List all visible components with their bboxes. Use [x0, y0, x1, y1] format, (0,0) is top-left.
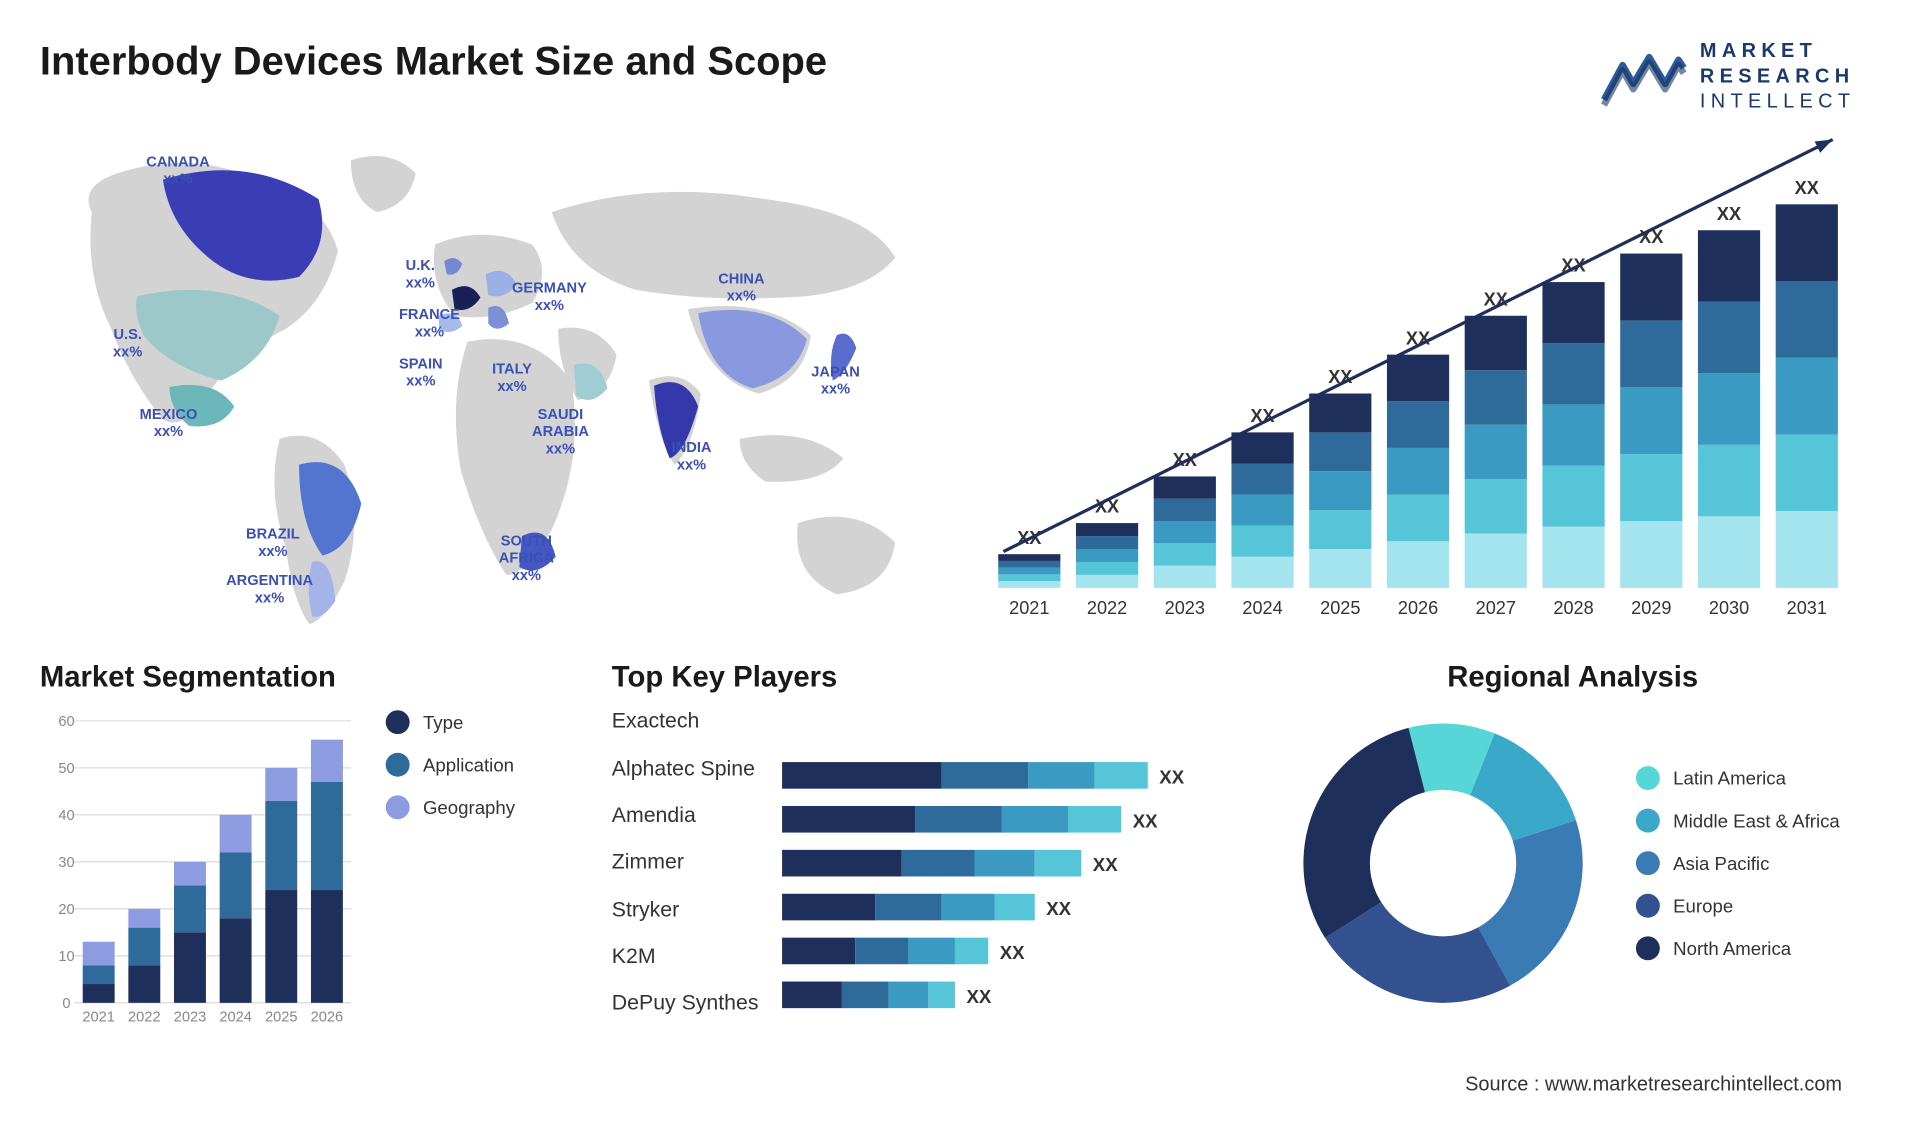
svg-text:40: 40 [58, 808, 74, 824]
segmentation-title: Market Segmentation [40, 660, 572, 695]
page-title: Interbody Devices Market Size and Scope [40, 40, 827, 85]
svg-text:2029: 2029 [1630, 598, 1670, 618]
map-label: SPAINxx% [399, 357, 443, 391]
source-text: Source : www.marketresearchintellect.com [1465, 1073, 1842, 1096]
svg-text:2021: 2021 [82, 1010, 115, 1026]
map-label: FRANCExx% [399, 308, 460, 342]
legend-item: Geography [386, 796, 515, 820]
svg-text:2026: 2026 [1397, 598, 1437, 618]
svg-text:XX: XX [1133, 811, 1158, 832]
map-label: CANADAxx% [146, 155, 209, 189]
regional-section: Regional Analysis Latin America Middle Ea… [1290, 660, 1855, 1030]
svg-text:2022: 2022 [1086, 598, 1126, 618]
map-label: INDIAxx% [672, 441, 712, 475]
legend-item: Latin America [1636, 766, 1840, 790]
svg-text:XX: XX [1716, 204, 1740, 224]
map-label: U.K.xx% [406, 258, 435, 292]
player-label: Alphatec Spine [612, 758, 759, 782]
player-label: Exactech [612, 711, 759, 735]
player-label: Zimmer [612, 852, 759, 876]
segmentation-chart: 0 10 20 30 40 50 60 2021 2022 2023 2024 2025 2026 [40, 711, 359, 1030]
map-label: JAPANxx% [811, 365, 860, 399]
logo-line1: MARKET [1700, 40, 1855, 65]
svg-text:XX: XX [1794, 178, 1818, 198]
map-svg [40, 128, 921, 647]
svg-text:2026: 2026 [311, 1010, 344, 1026]
players-title: Top Key Players [612, 660, 1250, 695]
svg-text:2025: 2025 [265, 1010, 298, 1026]
svg-text:50: 50 [58, 762, 74, 778]
svg-text:2027: 2027 [1475, 598, 1515, 618]
player-label: DePuy Synthes [612, 992, 759, 1016]
map-label: CHINAxx% [718, 272, 764, 306]
map-label: SOUTHAFRICAxx% [499, 534, 554, 584]
svg-text:20: 20 [58, 902, 74, 918]
svg-text:2024: 2024 [219, 1010, 252, 1026]
svg-text:10: 10 [58, 949, 74, 965]
players-section: Top Key Players Exactech Alphatec Spine Am… [612, 660, 1250, 1030]
segmentation-section: Market Segmentation 0 10 20 30 40 50 60 2021 202… [40, 660, 572, 1030]
player-label: Stryker [612, 898, 759, 922]
legend-item: Type [386, 711, 515, 735]
svg-text:2024: 2024 [1242, 598, 1282, 618]
logo-line3: INTELLECT [1700, 90, 1855, 115]
legend-item: Middle East & Africa [1636, 809, 1840, 833]
svg-text:XX: XX [1093, 854, 1118, 875]
map-label: BRAZILxx% [246, 527, 300, 561]
svg-text:30: 30 [58, 855, 74, 871]
legend-item: North America [1636, 937, 1840, 961]
player-label: K2M [612, 945, 759, 969]
logo-line2: RESEARCH [1700, 65, 1855, 90]
players-chart: XX XX XX XX XX XX [782, 711, 1208, 1017]
svg-text:XX: XX [1160, 767, 1185, 788]
map-label: SAUDIARABIAxx% [532, 407, 589, 457]
map-label: ITALYxx% [492, 362, 532, 396]
segmentation-legend: Type Application Geography [386, 711, 515, 1030]
regional-title: Regional Analysis [1290, 660, 1855, 695]
svg-text:2030: 2030 [1708, 598, 1748, 618]
map-label: U.S.xx% [113, 328, 142, 362]
legend-item: Europe [1636, 894, 1840, 918]
svg-text:2021: 2021 [1008, 598, 1048, 618]
svg-text:2031: 2031 [1786, 598, 1826, 618]
legend-item: Asia Pacific [1636, 852, 1840, 876]
legend-item: Application [386, 753, 515, 777]
player-label: Amendia [612, 805, 759, 829]
svg-text:2028: 2028 [1553, 598, 1593, 618]
players-labels: Exactech Alphatec Spine Amendia Zimmer Stryk… [612, 711, 759, 1017]
svg-text:2022: 2022 [128, 1010, 161, 1026]
map-label: ARGENTINAxx% [226, 574, 313, 608]
svg-text:XX: XX [1047, 898, 1072, 919]
regional-legend: Latin America Middle East & Africa Asia Pa… [1636, 766, 1840, 960]
world-map: CANADAxx% U.S.xx% MEXICOxx% BRAZILxx% ARGENT… [40, 128, 921, 647]
growth-chart: XX2021XX2022XX2023XX2024XX2025XX2026XX20… [974, 128, 1855, 647]
svg-text:2025: 2025 [1319, 598, 1359, 618]
brand-logo: MARKET RESEARCH INTELLECT [1602, 40, 1856, 115]
svg-text:60: 60 [58, 715, 74, 731]
map-label: MEXICOxx% [140, 407, 198, 441]
map-label: GERMANYxx% [512, 281, 587, 315]
logo-icon [1602, 47, 1687, 108]
svg-text:XX: XX [1000, 942, 1025, 963]
svg-text:XX: XX [967, 986, 992, 1007]
svg-text:2023: 2023 [1164, 598, 1204, 618]
svg-text:0: 0 [62, 996, 70, 1012]
regional-donut [1290, 711, 1596, 1017]
svg-text:2023: 2023 [174, 1010, 207, 1026]
